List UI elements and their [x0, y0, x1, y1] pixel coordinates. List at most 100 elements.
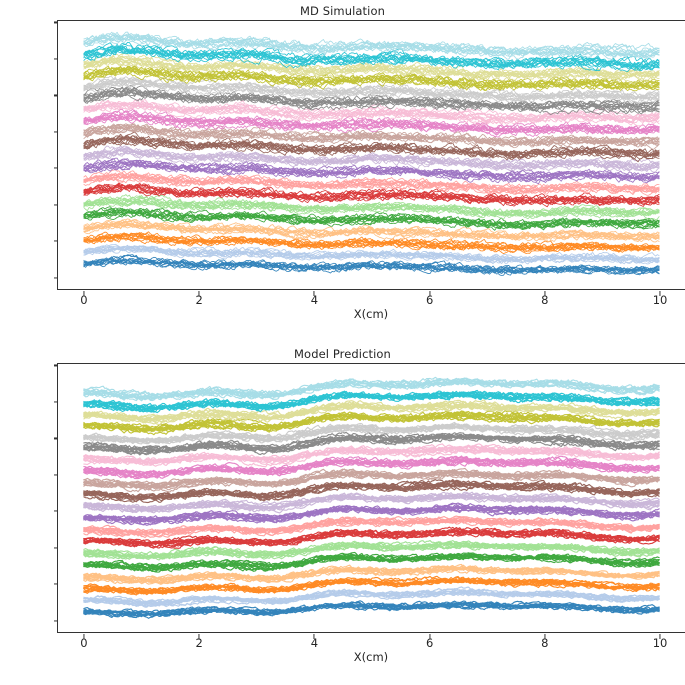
series-profile-13	[83, 108, 660, 138]
profile-replicate	[83, 196, 660, 218]
profile-replicate	[83, 194, 660, 217]
profile-replicate	[83, 600, 660, 616]
profile-replicate	[83, 108, 660, 136]
panel-model-prediction: Model Prediction 0.00.51.01.52.02.53.03.…	[0, 343, 685, 685]
series-profile-01	[83, 254, 660, 276]
profile-replicate	[83, 456, 660, 478]
profile-replicate	[83, 479, 660, 499]
profile-replicate	[83, 159, 660, 181]
plot-lines-model-prediction	[83, 376, 660, 619]
series-profile-17	[83, 65, 660, 92]
profile-replicate	[83, 254, 660, 274]
x-tick-label: 6	[425, 293, 434, 307]
series-profile-03	[83, 575, 660, 596]
profile-replicate	[83, 564, 660, 581]
profile-replicate	[83, 114, 660, 135]
series-profile-15	[83, 431, 660, 456]
profile-replicate	[83, 123, 660, 147]
profile-replicate	[83, 411, 660, 431]
profile-replicate	[83, 131, 660, 157]
series-profile-05	[83, 551, 660, 573]
profile-replicate	[83, 446, 660, 466]
x-tick-mark	[83, 291, 85, 296]
profile-replicate	[83, 170, 660, 191]
profile-replicate	[83, 552, 660, 570]
series-profile-10	[83, 145, 660, 173]
series-profile-02	[83, 586, 660, 608]
series-profile-03	[83, 231, 660, 255]
profile-replicate	[83, 378, 660, 396]
profile-replicate	[83, 172, 660, 194]
profile-replicate	[83, 66, 660, 89]
profile-replicate	[83, 186, 660, 205]
profile-replicate	[83, 231, 660, 252]
profile-replicate	[83, 207, 660, 227]
profile-replicate	[83, 87, 660, 112]
profile-replicate	[83, 135, 660, 163]
profile-replicate	[83, 79, 660, 100]
profile-replicate	[83, 423, 660, 445]
profile-replicate	[83, 195, 660, 216]
x-tick-label: 8	[541, 636, 549, 650]
x-tick-mark	[198, 634, 200, 639]
profile-replicate	[83, 410, 660, 433]
series-profile-19	[83, 389, 660, 414]
x-tick-mark	[198, 291, 200, 296]
profile-replicate	[83, 600, 660, 617]
profile-replicate	[83, 148, 660, 172]
profile-replicate	[83, 479, 660, 499]
series-profile-07	[83, 182, 660, 208]
profile-replicate	[83, 183, 660, 205]
series-profile-05	[83, 206, 660, 231]
profile-replicate	[83, 53, 660, 80]
series-profile-15	[83, 84, 660, 116]
series-profile-02	[83, 243, 660, 265]
panel-title: MD Simulation	[300, 4, 385, 18]
x-tick-mark	[429, 291, 431, 296]
profile-replicate	[83, 145, 660, 167]
profile-replicate	[83, 468, 660, 489]
x-tick-mark	[544, 291, 546, 296]
profile-replicate	[83, 169, 660, 192]
axes-md-simulation: 0.00.51.01.52.02.53.03.50246810	[53, 20, 685, 307]
x-tick-label: 6	[425, 636, 434, 650]
profile-replicate	[83, 160, 660, 181]
axes-model-prediction: 0.00.51.01.52.02.53.03.50246810	[53, 363, 685, 650]
profile-replicate	[83, 586, 660, 604]
profile-replicate	[83, 445, 660, 462]
series-profile-14	[83, 443, 660, 468]
profile-replicate	[83, 33, 660, 57]
series-profile-09	[83, 157, 660, 185]
x-tick-label: 0	[80, 293, 88, 307]
x-axis-label: X(cm)	[353, 650, 389, 664]
series-profile-20	[83, 376, 660, 402]
panel-md-simulation: MD Simulation 0.00.51.01.52.02.53.03.502…	[0, 0, 685, 342]
series-profile-12	[83, 122, 660, 150]
profile-replicate	[83, 76, 660, 102]
profile-replicate	[83, 145, 660, 168]
profile-replicate	[83, 390, 660, 410]
x-tick-label: 4	[310, 293, 319, 307]
profile-replicate	[83, 76, 660, 101]
x-tick-mark	[83, 634, 85, 639]
profile-replicate	[83, 457, 660, 476]
series-profile-16	[83, 421, 660, 445]
series-profile-13	[83, 455, 660, 480]
profile-replicate	[83, 515, 660, 535]
profile-replicate	[83, 84, 660, 113]
profile-replicate	[83, 540, 660, 559]
profile-replicate	[83, 182, 660, 204]
series-profile-01	[83, 600, 660, 619]
series-profile-06	[83, 540, 660, 561]
profile-replicate	[83, 31, 660, 59]
x-axis-label: X(cm)	[353, 307, 389, 321]
series-profile-11	[83, 478, 660, 504]
profile-replicate	[83, 136, 660, 158]
profile-replicate	[83, 110, 660, 133]
profile-replicate	[83, 565, 660, 582]
profile-replicate	[83, 100, 660, 123]
profile-replicate	[83, 33, 660, 57]
profile-replicate	[83, 45, 660, 70]
plot-lines-md-simulation	[83, 31, 660, 276]
